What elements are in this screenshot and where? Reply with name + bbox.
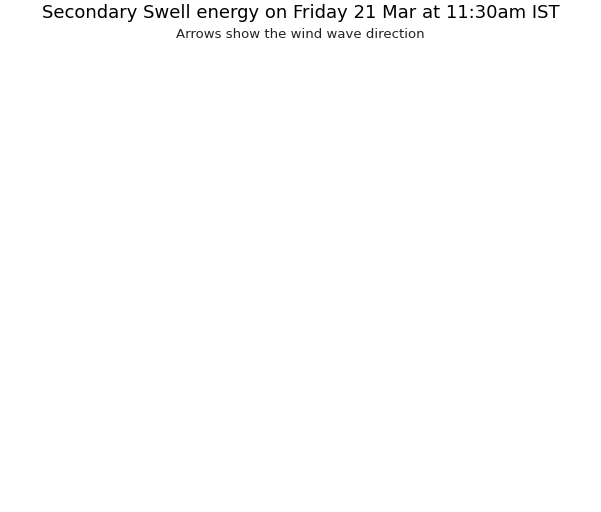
Text: Arrows show the wind wave direction: Arrows show the wind wave direction [176, 28, 425, 41]
Text: Install cartopy for map rendering: Install cartopy for map rendering [163, 268, 438, 286]
Text: Secondary Swell energy on Friday 21 Mar at 11:30am IST: Secondary Swell energy on Friday 21 Mar … [41, 4, 560, 22]
